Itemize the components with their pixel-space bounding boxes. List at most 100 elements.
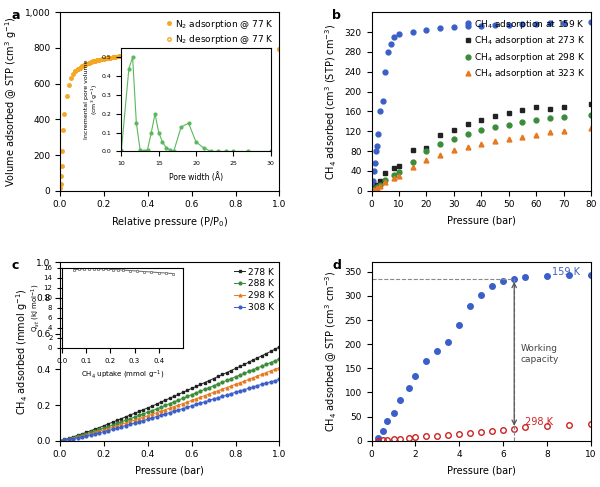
- N$_2$ adsorption @ 77 K: [166, 49, 173, 55]
- Line: 298 K: 298 K: [59, 366, 281, 442]
- CH$_4$ adsorption at 323 K: [373, 186, 380, 191]
- CH$_4$ adsorption at 273 K: [587, 101, 595, 107]
- N$_2$ adsorption @ 77 K: [107, 55, 114, 60]
- N$_2$ desorption @ 77 K: [155, 50, 163, 56]
- Line: 159 K: 159 K: [376, 272, 594, 441]
- N$_2$ desorption @ 77 K: [87, 59, 94, 65]
- CH$_4$ adsorption at 273 K: [546, 106, 553, 112]
- Legend: N$_2$ adsorption @ 77 K, N$_2$ desorption @ 77 K: N$_2$ adsorption @ 77 K, N$_2$ desorptio…: [164, 17, 275, 47]
- 159 K: [565, 272, 572, 278]
- 308 K: [271, 377, 278, 383]
- 308 K: [214, 395, 221, 401]
- N$_2$ desorption @ 77 K: [124, 52, 131, 58]
- N$_2$ desorption @ 77 K: [89, 58, 97, 64]
- Line: 278 K: 278 K: [59, 346, 281, 442]
- 298 K: [445, 432, 452, 438]
- 298 K: [456, 431, 463, 437]
- N$_2$ adsorption @ 77 K: [111, 54, 118, 60]
- Y-axis label: CH$_4$ adsorbed (cm$^3$ (STP) cm$^{-3}$): CH$_4$ adsorbed (cm$^3$ (STP) cm$^{-3}$): [323, 23, 339, 180]
- 298 K: [201, 393, 208, 398]
- N$_2$ adsorption @ 77 K: [116, 53, 123, 59]
- CH$_4$ adsorption at 323 K: [382, 179, 389, 185]
- CH$_4$ adsorption at 323 K: [560, 128, 567, 134]
- CH$_4$ adsorption at 298 K: [478, 127, 485, 133]
- Legend: 278 K, 288 K, 298 K, 308 K: 278 K, 288 K, 298 K, 308 K: [233, 267, 275, 313]
- N$_2$ adsorption @ 77 K: [232, 47, 239, 53]
- N$_2$ adsorption @ 77 K: [221, 47, 228, 53]
- N$_2$ desorption @ 77 K: [111, 54, 118, 60]
- CH$_4$ adsorption at 159 K: [437, 25, 444, 31]
- CH$_4$ adsorption at 323 K: [370, 187, 377, 193]
- CH$_4$ adsorption at 298 K: [369, 187, 376, 193]
- CH$_4$ adsorption at 323 K: [478, 141, 485, 147]
- N$_2$ adsorption @ 77 K: [210, 48, 217, 54]
- N$_2$ desorption @ 77 K: [177, 49, 184, 55]
- 298 K: [478, 429, 485, 435]
- CH$_4$ adsorption at 298 K: [546, 115, 553, 121]
- N$_2$ adsorption @ 77 K: [67, 75, 74, 81]
- N$_2$ desorption @ 77 K: [85, 60, 92, 66]
- 159 K: [379, 428, 386, 434]
- CH$_4$ adsorption at 273 K: [370, 187, 377, 193]
- X-axis label: Pressure (bar): Pressure (bar): [135, 465, 204, 475]
- N$_2$ adsorption @ 77 K: [243, 47, 250, 53]
- 159 K: [397, 397, 404, 403]
- 308 K: [56, 438, 64, 444]
- N$_2$ adsorption @ 77 K: [133, 51, 140, 57]
- CH$_4$ adsorption at 323 K: [371, 187, 378, 193]
- N$_2$ adsorption @ 77 K: [254, 47, 261, 53]
- CH$_4$ adsorption at 273 K: [533, 105, 540, 111]
- X-axis label: Relative pressure (P/P$_0$): Relative pressure (P/P$_0$): [111, 215, 228, 229]
- N$_2$ adsorption @ 77 K: [100, 56, 107, 61]
- CH$_4$ adsorption at 273 K: [371, 186, 378, 191]
- CH$_4$ adsorption at 323 K: [376, 184, 383, 189]
- CH$_4$ adsorption at 298 K: [390, 172, 397, 178]
- Line: 298 K: 298 K: [376, 422, 594, 444]
- CH$_4$ adsorption at 273 K: [390, 166, 397, 171]
- 298 K: [390, 436, 397, 442]
- N$_2$ adsorption @ 77 K: [98, 56, 105, 62]
- N$_2$ adsorption @ 77 K: [89, 58, 97, 64]
- 159 K: [521, 274, 529, 280]
- 288 K: [271, 358, 278, 364]
- N$_2$ adsorption @ 77 K: [94, 57, 101, 63]
- N$_2$ desorption @ 77 K: [232, 47, 239, 53]
- N$_2$ adsorption @ 77 K: [120, 53, 127, 58]
- CH$_4$ adsorption at 159 K: [423, 27, 430, 33]
- CH$_4$ adsorption at 273 K: [423, 145, 430, 150]
- N$_2$ adsorption @ 77 K: [104, 55, 112, 61]
- N$_2$ adsorption @ 77 K: [276, 47, 283, 53]
- Line: 308 K: 308 K: [59, 378, 281, 442]
- CH$_4$ adsorption at 323 K: [546, 129, 553, 135]
- N$_2$ adsorption @ 77 K: [265, 47, 272, 53]
- N$_2$ desorption @ 77 K: [104, 55, 112, 61]
- N$_2$ desorption @ 77 K: [72, 68, 79, 74]
- Line: CH$_4$ adsorption at 273 K: CH$_4$ adsorption at 273 K: [370, 101, 593, 193]
- CH$_4$ adsorption at 298 K: [450, 136, 457, 142]
- Y-axis label: CH$_4$ adsorbed @ STP (cm$^3$ cm$^{-3}$): CH$_4$ adsorbed @ STP (cm$^3$ cm$^{-3}$): [323, 271, 339, 432]
- CH$_4$ adsorption at 323 K: [587, 125, 595, 131]
- N$_2$ adsorption @ 77 K: [58, 163, 65, 169]
- N$_2$ desorption @ 77 K: [76, 65, 83, 71]
- CH$_4$ adsorption at 323 K: [423, 157, 430, 163]
- N$_2$ desorption @ 77 K: [107, 55, 114, 60]
- N$_2$ desorption @ 77 K: [100, 56, 107, 61]
- 288 K: [122, 417, 130, 423]
- N$_2$ desorption @ 77 K: [254, 47, 261, 53]
- CH$_4$ adsorption at 273 K: [519, 107, 526, 113]
- CH$_4$ adsorption at 273 K: [478, 117, 485, 123]
- 298 K: [434, 433, 441, 439]
- 159 K: [412, 373, 419, 378]
- CH$_4$ adsorption at 159 K: [390, 34, 397, 40]
- CH$_4$ adsorption at 159 K: [379, 98, 386, 104]
- CH$_4$ adsorption at 298 K: [560, 114, 567, 120]
- N$_2$ adsorption @ 77 K: [177, 49, 184, 55]
- 288 K: [214, 381, 221, 387]
- CH$_4$ adsorption at 159 K: [505, 21, 512, 27]
- CH$_4$ adsorption at 273 K: [409, 147, 416, 153]
- CH$_4$ adsorption at 273 K: [373, 182, 380, 187]
- CH$_4$ adsorption at 159 K: [533, 20, 540, 26]
- CH$_4$ adsorption at 298 K: [464, 131, 471, 137]
- 298 K: [122, 420, 130, 426]
- N$_2$ adsorption @ 77 K: [79, 63, 86, 69]
